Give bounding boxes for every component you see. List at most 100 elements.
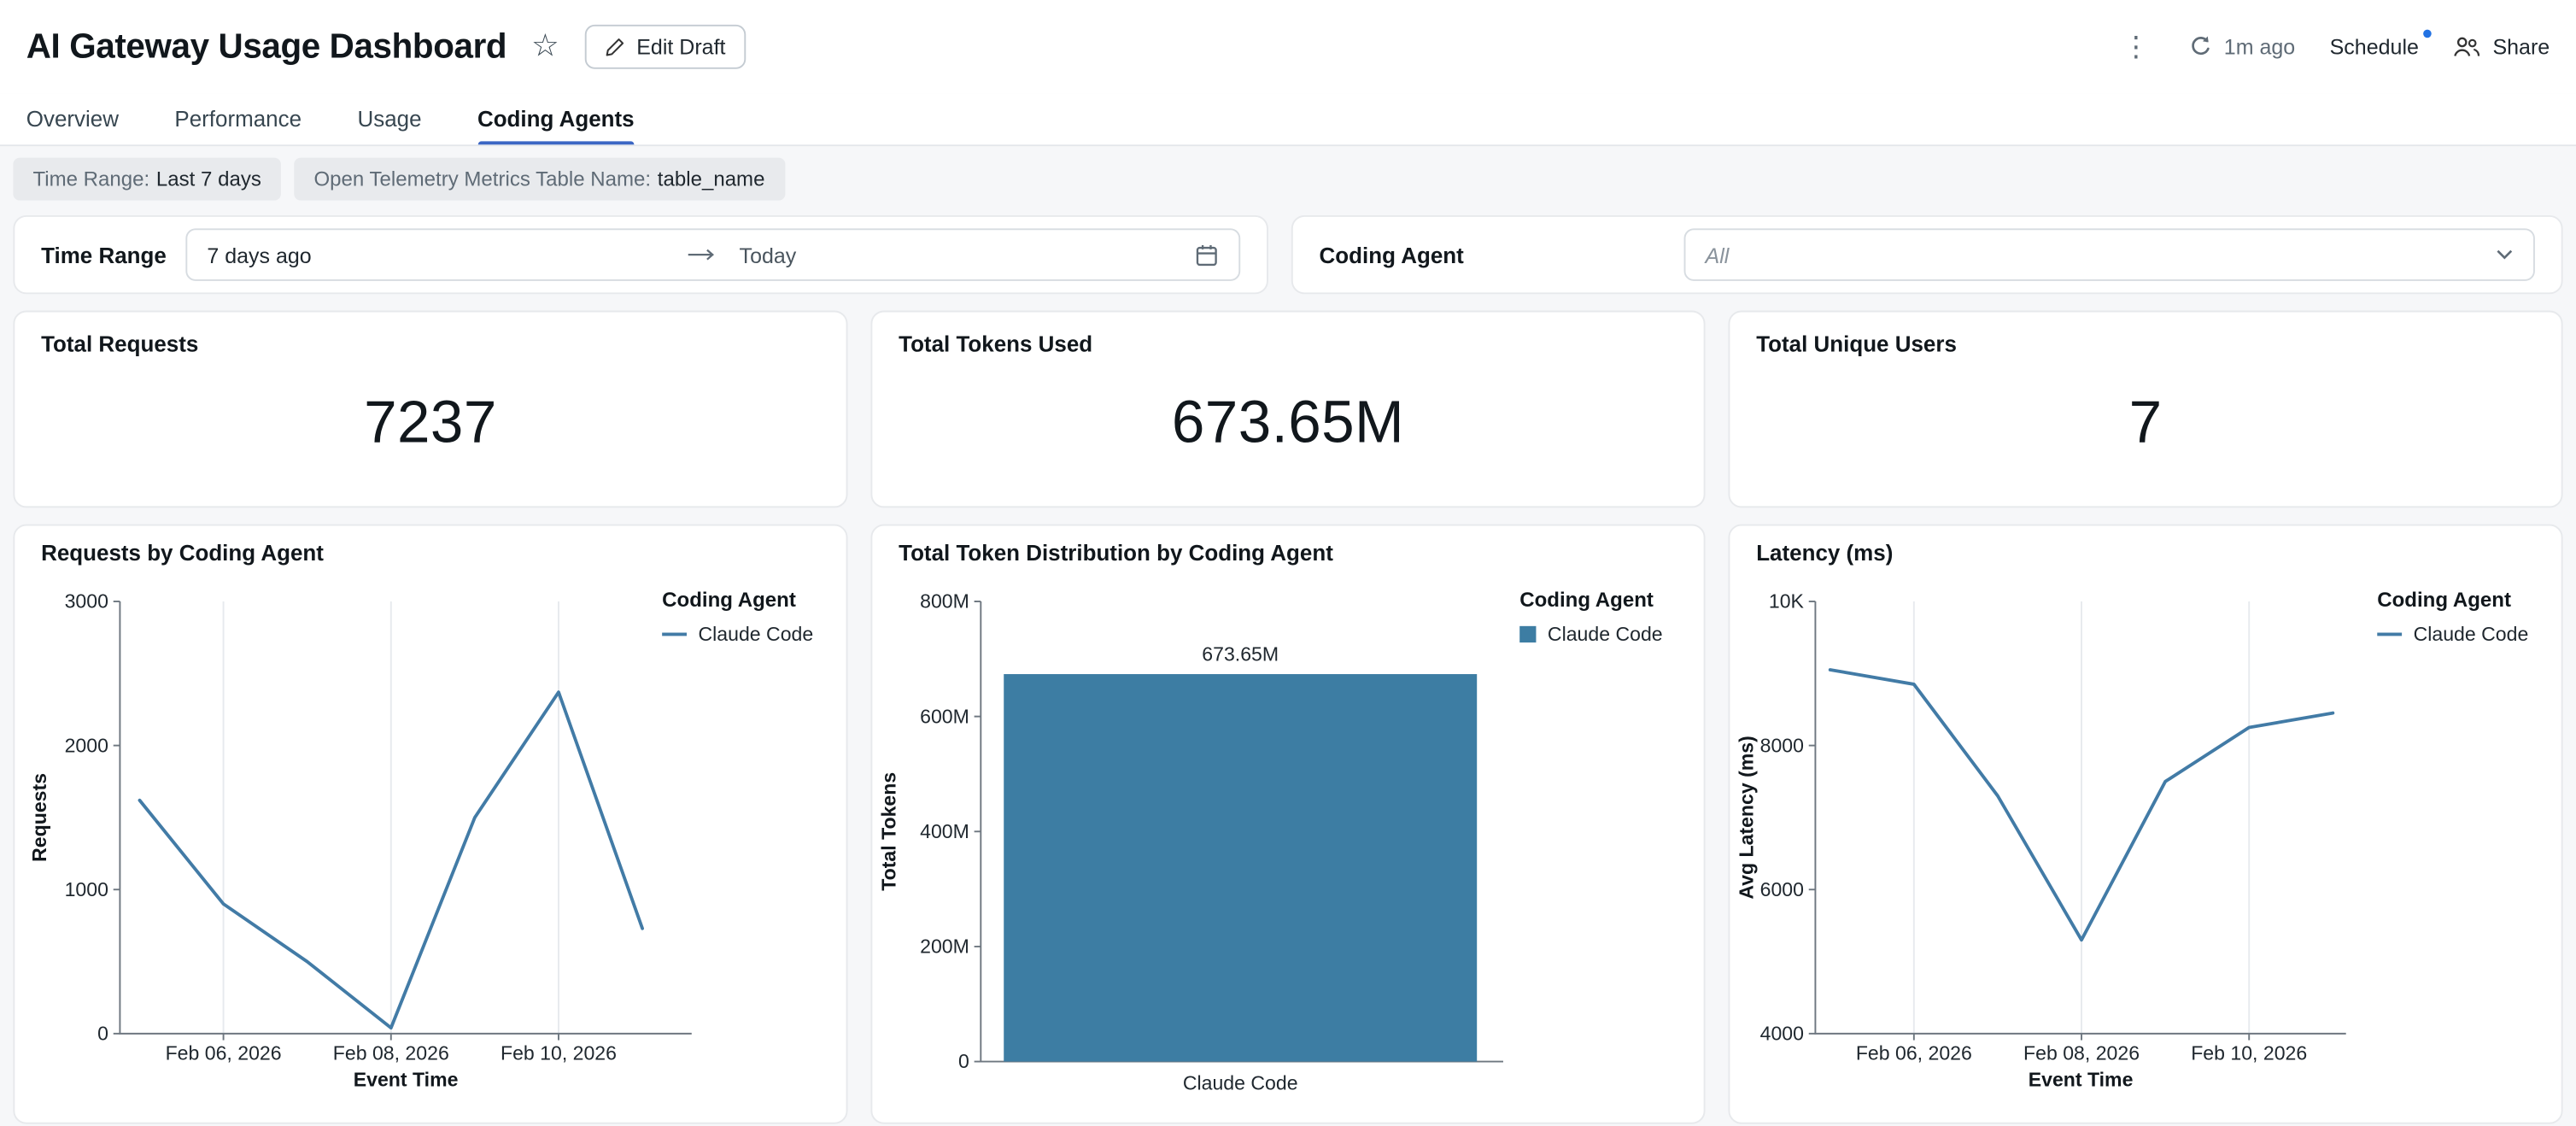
chip-value: table_name: [657, 167, 765, 191]
refresh-icon[interactable]: [2187, 34, 2212, 59]
kpi-total-unique-users: Total Unique Users 7: [1728, 310, 2563, 508]
chart-card-latency: Latency (ms) 4000 6000 8000 10K Avg Latency …: [1728, 524, 2563, 1124]
chart-legend: Coding Agent Claude Code: [662, 589, 840, 646]
axis-lines: [1814, 601, 2346, 1035]
legend-entry[interactable]: Claude Code: [2377, 623, 2555, 646]
chart-title: Total Token Distribution by Coding Agent: [899, 540, 1333, 566]
kebab-menu-button[interactable]: ⋮: [2122, 30, 2151, 62]
y-tick-label: 800M: [920, 590, 969, 613]
x-axis-title: Event Time: [2029, 1068, 2134, 1090]
kpi-total-tokens-used: Total Tokens Used 673.65M: [870, 310, 1706, 508]
dashboard-tabs: Overview Performance Usage Coding Agents: [0, 93, 2576, 147]
kpi-value: 673.65M: [1171, 386, 1405, 455]
tab-usage[interactable]: Usage: [357, 107, 422, 132]
requests-line-chart[interactable]: 0 1000 2000 3000 Requests Feb 06, 2026 Feb 08,…: [15, 526, 705, 1105]
y-tick-label: 400M: [920, 820, 969, 842]
time-range-filter-card: Time Range 7 days ago Today: [13, 214, 1268, 295]
legend-label: Claude Code: [2413, 622, 2529, 646]
pencil-icon: [606, 36, 627, 57]
tab-overview[interactable]: Overview: [26, 107, 120, 132]
chip-label: Time Range:: [32, 167, 150, 191]
y-axis-title: Avg Latency (ms): [1735, 736, 1757, 900]
latency-line-chart[interactable]: 4000 6000 8000 10K Avg Latency (ms) Feb 06, 2…: [1730, 526, 2420, 1105]
y-tick-label: 0: [958, 1050, 969, 1072]
x-category-label: Claude Code: [1183, 1071, 1298, 1094]
y-tick-label: 200M: [920, 935, 969, 958]
top-bar: AI Gateway Usage Dashboard ☆ Edit Draft …: [0, 0, 2576, 94]
calendar-icon[interactable]: [1194, 243, 1219, 267]
coding-agent-filter-label: Coding Agent: [1319, 242, 1464, 267]
date-range-end[interactable]: Today: [739, 242, 797, 267]
x-tick-label: Feb 06, 2026: [1856, 1042, 1972, 1064]
legend-title: Coding Agent: [2377, 588, 2511, 612]
coding-agent-select-value: All: [1705, 242, 1730, 267]
y-tick-label: 3000: [65, 590, 108, 613]
time-range-filter-label: Time Range: [41, 242, 167, 267]
chip-time-range[interactable]: Time Range: Last 7 days: [13, 157, 281, 201]
legend-line-marker: [2377, 632, 2403, 636]
kpi-title: Total Tokens Used: [899, 331, 1093, 357]
edit-draft-button[interactable]: Edit Draft: [585, 24, 746, 69]
legend-title: Coding Agent: [1519, 588, 1654, 612]
page-title: AI Gateway Usage Dashboard: [26, 26, 507, 65]
line-series[interactable]: [1828, 668, 2335, 942]
chip-table-name[interactable]: Open Telemetry Metrics Table Name: table…: [294, 157, 785, 201]
legend-entry[interactable]: Claude Code: [1519, 623, 1697, 646]
y-tick-label: 0: [97, 1023, 108, 1045]
tokens-bar-chart[interactable]: 0 200M 400M 600M 800M Total Tokens 673.65M Clau…: [872, 526, 1562, 1105]
line-series[interactable]: [138, 690, 645, 1030]
kpi-value: 7237: [364, 386, 497, 455]
chart-legend: Coding Agent Claude Code: [2377, 589, 2555, 646]
favorite-star-icon[interactable]: ☆: [531, 29, 559, 65]
legend-title: Coding Agent: [662, 588, 796, 612]
x-tick-label: Feb 08, 2026: [333, 1042, 449, 1064]
tab-performance[interactable]: Performance: [174, 107, 302, 132]
kpi-row: Total Requests 7237 Total Tokens Used 67…: [13, 310, 2563, 508]
axis-lines: [119, 601, 692, 1035]
chart-card-token-distribution: Total Token Distribution by Coding Agent…: [870, 524, 1706, 1124]
chart-title: Latency (ms): [1756, 540, 1894, 566]
y-axis-title: Requests: [28, 773, 50, 862]
share-label: Share: [2492, 34, 2550, 60]
people-icon: [2453, 36, 2481, 57]
x-tick-label: Feb 10, 2026: [501, 1042, 617, 1064]
refresh-status: 1m ago: [2187, 34, 2295, 59]
date-range-input[interactable]: 7 days ago Today: [185, 228, 1241, 281]
legend-square-marker: [1519, 625, 1537, 643]
chart-legend: Coding Agent Claude Code: [1519, 589, 1697, 646]
y-axis-title: Total Tokens: [877, 772, 899, 891]
y-tick-label: 6000: [1760, 878, 1804, 900]
x-axis-title: Event Time: [354, 1068, 459, 1090]
x-tick-label: Feb 08, 2026: [2023, 1042, 2140, 1064]
kpi-title: Total Unique Users: [1756, 331, 1957, 357]
legend-entry[interactable]: Claude Code: [662, 623, 840, 646]
bar-series[interactable]: [1004, 674, 1478, 1062]
schedule-label: Schedule: [2329, 34, 2419, 60]
schedule-button[interactable]: Schedule: [2329, 29, 2433, 60]
charts-row: Requests by Coding Agent 0 1000 2000 3000 Re…: [13, 524, 2563, 1124]
coding-agent-filter-card: Coding Agent All: [1291, 214, 2563, 295]
chip-value: Last 7 days: [155, 167, 261, 191]
y-tick-label: 2000: [65, 734, 108, 756]
legend-label: Claude Code: [698, 622, 814, 646]
chip-label: Open Telemetry Metrics Table Name:: [313, 167, 652, 191]
tab-coding-agents[interactable]: Coding Agents: [477, 94, 635, 145]
bar-value-label: 673.65M: [1202, 643, 1279, 666]
y-tick-label: 4000: [1760, 1023, 1804, 1045]
legend-line-marker: [662, 632, 688, 636]
y-tick-label: 8000: [1760, 734, 1804, 756]
date-range-start[interactable]: 7 days ago: [207, 242, 312, 267]
arrow-right-icon: [687, 247, 717, 263]
x-tick-label: Feb 10, 2026: [2191, 1042, 2307, 1064]
y-tick-label: 10K: [1769, 590, 1805, 613]
chevron-down-icon: [2496, 248, 2514, 261]
coding-agent-select[interactable]: All: [1683, 228, 2535, 281]
y-tick-label: 1000: [65, 878, 108, 900]
legend-label: Claude Code: [1547, 622, 1663, 646]
top-bar-actions: ⋮ 1m ago Schedule: [2119, 29, 2550, 63]
y-tick-label: 600M: [920, 705, 969, 727]
x-tick-label: Feb 06, 2026: [166, 1042, 282, 1064]
share-button[interactable]: Share: [2453, 34, 2550, 59]
chart-title: Requests by Coding Agent: [41, 540, 324, 566]
